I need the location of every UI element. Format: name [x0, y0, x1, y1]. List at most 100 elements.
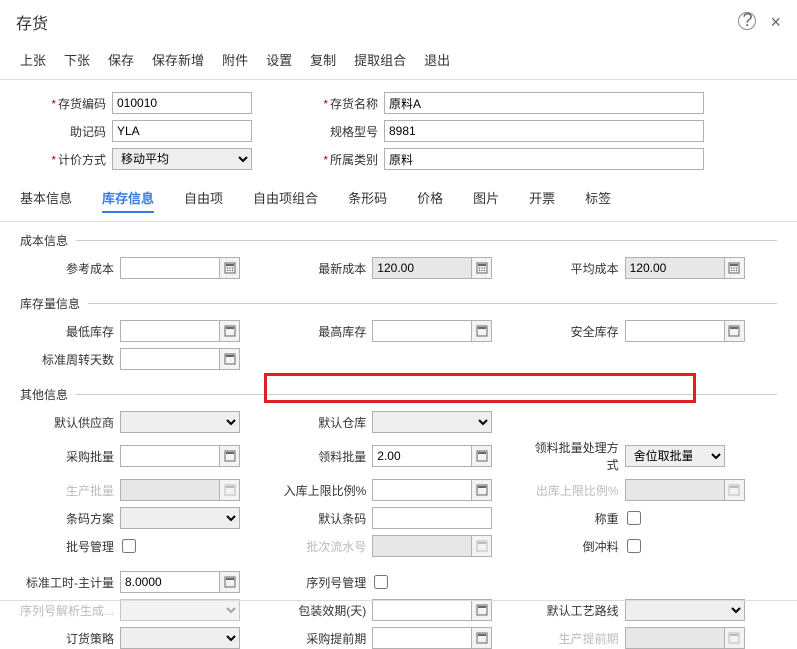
route-label: 默认工艺路线: [525, 602, 625, 619]
mnemonic-label: 助记码: [20, 123, 112, 140]
calculator-icon[interactable]: [220, 348, 240, 370]
prod-batch-input: [120, 479, 220, 501]
name-label: 存货名称: [292, 95, 384, 112]
prev-button[interactable]: 上张: [20, 50, 46, 69]
cost-method-select[interactable]: 移动平均: [112, 148, 252, 170]
order-strategy-label: 订货策略: [20, 630, 120, 647]
close-icon[interactable]: ×: [770, 12, 781, 33]
calculator-icon[interactable]: [725, 257, 745, 279]
spec-input[interactable]: [384, 120, 704, 142]
material-batch-label: 领料批量: [272, 448, 372, 465]
batch-mgt-checkbox[interactable]: [122, 539, 136, 553]
cost-method-label: 计价方式: [20, 151, 112, 168]
settings-button[interactable]: 设置: [266, 50, 292, 69]
tab-label[interactable]: 标签: [585, 188, 611, 213]
order-strategy-select[interactable]: [120, 627, 240, 649]
cycle-input[interactable]: [120, 348, 220, 370]
code-label: 存货编码: [20, 95, 112, 112]
calculator-icon[interactable]: [725, 320, 745, 342]
calculator-icon: [725, 479, 745, 501]
default-barcode-input[interactable]: [372, 507, 492, 529]
prod-lead-input: [625, 627, 725, 649]
ref-cost-input[interactable]: [120, 257, 220, 279]
serial-flow-input: [372, 535, 472, 557]
name-input[interactable]: [384, 92, 704, 114]
warehouse-select[interactable]: [372, 411, 492, 433]
reverse-checkbox[interactable]: [627, 539, 641, 553]
tabs: 基本信息 库存信息 自由项 自由项组合 条形码 价格 图片 开票 标签: [0, 182, 797, 222]
tab-basic[interactable]: 基本信息: [20, 188, 72, 213]
upper-label: 入库上限比例%: [272, 482, 372, 499]
calculator-icon[interactable]: [220, 257, 240, 279]
material-batch-input[interactable]: [372, 445, 472, 467]
tab-price[interactable]: 价格: [417, 188, 443, 213]
mnemonic-input[interactable]: [112, 120, 252, 142]
sn-mgt-checkbox[interactable]: [374, 575, 388, 589]
category-input[interactable]: [384, 148, 704, 170]
route-select[interactable]: [625, 599, 745, 621]
section-cost-title: 成本信息: [20, 232, 68, 249]
attach-button[interactable]: 附件: [222, 50, 248, 69]
purchase-batch-input[interactable]: [120, 445, 220, 467]
purchase-batch-label: 采购批量: [20, 448, 120, 465]
save-new-button[interactable]: 保存新增: [152, 50, 204, 69]
calculator-icon[interactable]: [220, 445, 240, 467]
calculator-icon[interactable]: [472, 599, 492, 621]
tab-inventory[interactable]: 库存信息: [102, 188, 154, 213]
sn-parse-label: 序列号解析生成...: [20, 602, 120, 619]
pack-date-input[interactable]: [372, 599, 472, 621]
reverse-label: 倒冲料: [525, 538, 625, 555]
material-method-select[interactable]: 舍位取批量: [625, 445, 725, 467]
copy-button[interactable]: 复制: [310, 50, 336, 69]
default-barcode-label: 默认条码: [272, 510, 372, 527]
prod-batch-label: 生产批量: [20, 482, 120, 499]
calculator-icon: [725, 627, 745, 649]
lower-input: [625, 479, 725, 501]
code-input[interactable]: [112, 92, 252, 114]
supplier-label: 默认供应商: [20, 414, 120, 431]
avg-cost-label: 平均成本: [525, 260, 625, 277]
warehouse-label: 默认仓库: [272, 414, 372, 431]
batch-mgt-label: 批号管理: [20, 538, 120, 555]
calculator-icon[interactable]: [220, 320, 240, 342]
toolbar: 上张 下张 保存 保存新增 附件 设置 复制 提取组合 退出: [0, 42, 797, 80]
next-button[interactable]: 下张: [64, 50, 90, 69]
purchase-lead-label: 采购提前期: [272, 630, 372, 647]
weigh-checkbox[interactable]: [627, 511, 641, 525]
sn-parse-select: [120, 599, 240, 621]
material-method-label: 领料批量处理方式: [525, 439, 625, 473]
purchase-lead-input[interactable]: [372, 627, 472, 649]
barcode-scheme-select[interactable]: [120, 507, 240, 529]
upper-input[interactable]: [372, 479, 472, 501]
calculator-icon[interactable]: [472, 445, 492, 467]
help-icon[interactable]: ?: [738, 12, 756, 30]
tab-free[interactable]: 自由项: [184, 188, 223, 213]
max-stock-input[interactable]: [372, 320, 472, 342]
tab-free-combo[interactable]: 自由项组合: [253, 188, 318, 213]
tab-barcode[interactable]: 条形码: [348, 188, 387, 213]
ref-cost-label: 参考成本: [20, 260, 120, 277]
save-button[interactable]: 保存: [108, 50, 134, 69]
tab-invoice[interactable]: 开票: [529, 188, 555, 213]
page-title: 存货: [16, 10, 48, 34]
exit-button[interactable]: 退出: [424, 50, 450, 69]
extract-button[interactable]: 提取组合: [354, 50, 406, 69]
calculator-icon[interactable]: [472, 257, 492, 279]
calculator-icon[interactable]: [472, 627, 492, 649]
serial-flow-label: 批次流水号: [272, 538, 372, 555]
std-time-input[interactable]: [120, 571, 220, 593]
supplier-select[interactable]: [120, 411, 240, 433]
calculator-icon[interactable]: [472, 479, 492, 501]
safe-stock-label: 安全库存: [525, 323, 625, 340]
min-stock-input[interactable]: [120, 320, 220, 342]
calculator-icon[interactable]: [472, 320, 492, 342]
min-stock-label: 最低库存: [20, 323, 120, 340]
safe-stock-input[interactable]: [625, 320, 725, 342]
avg-cost-input: [625, 257, 725, 279]
section-stock-title: 库存量信息: [20, 295, 80, 312]
tab-image[interactable]: 图片: [473, 188, 499, 213]
weigh-label: 称重: [525, 510, 625, 527]
calculator-icon: [472, 535, 492, 557]
latest-cost-input: [372, 257, 472, 279]
calculator-icon[interactable]: [220, 571, 240, 593]
